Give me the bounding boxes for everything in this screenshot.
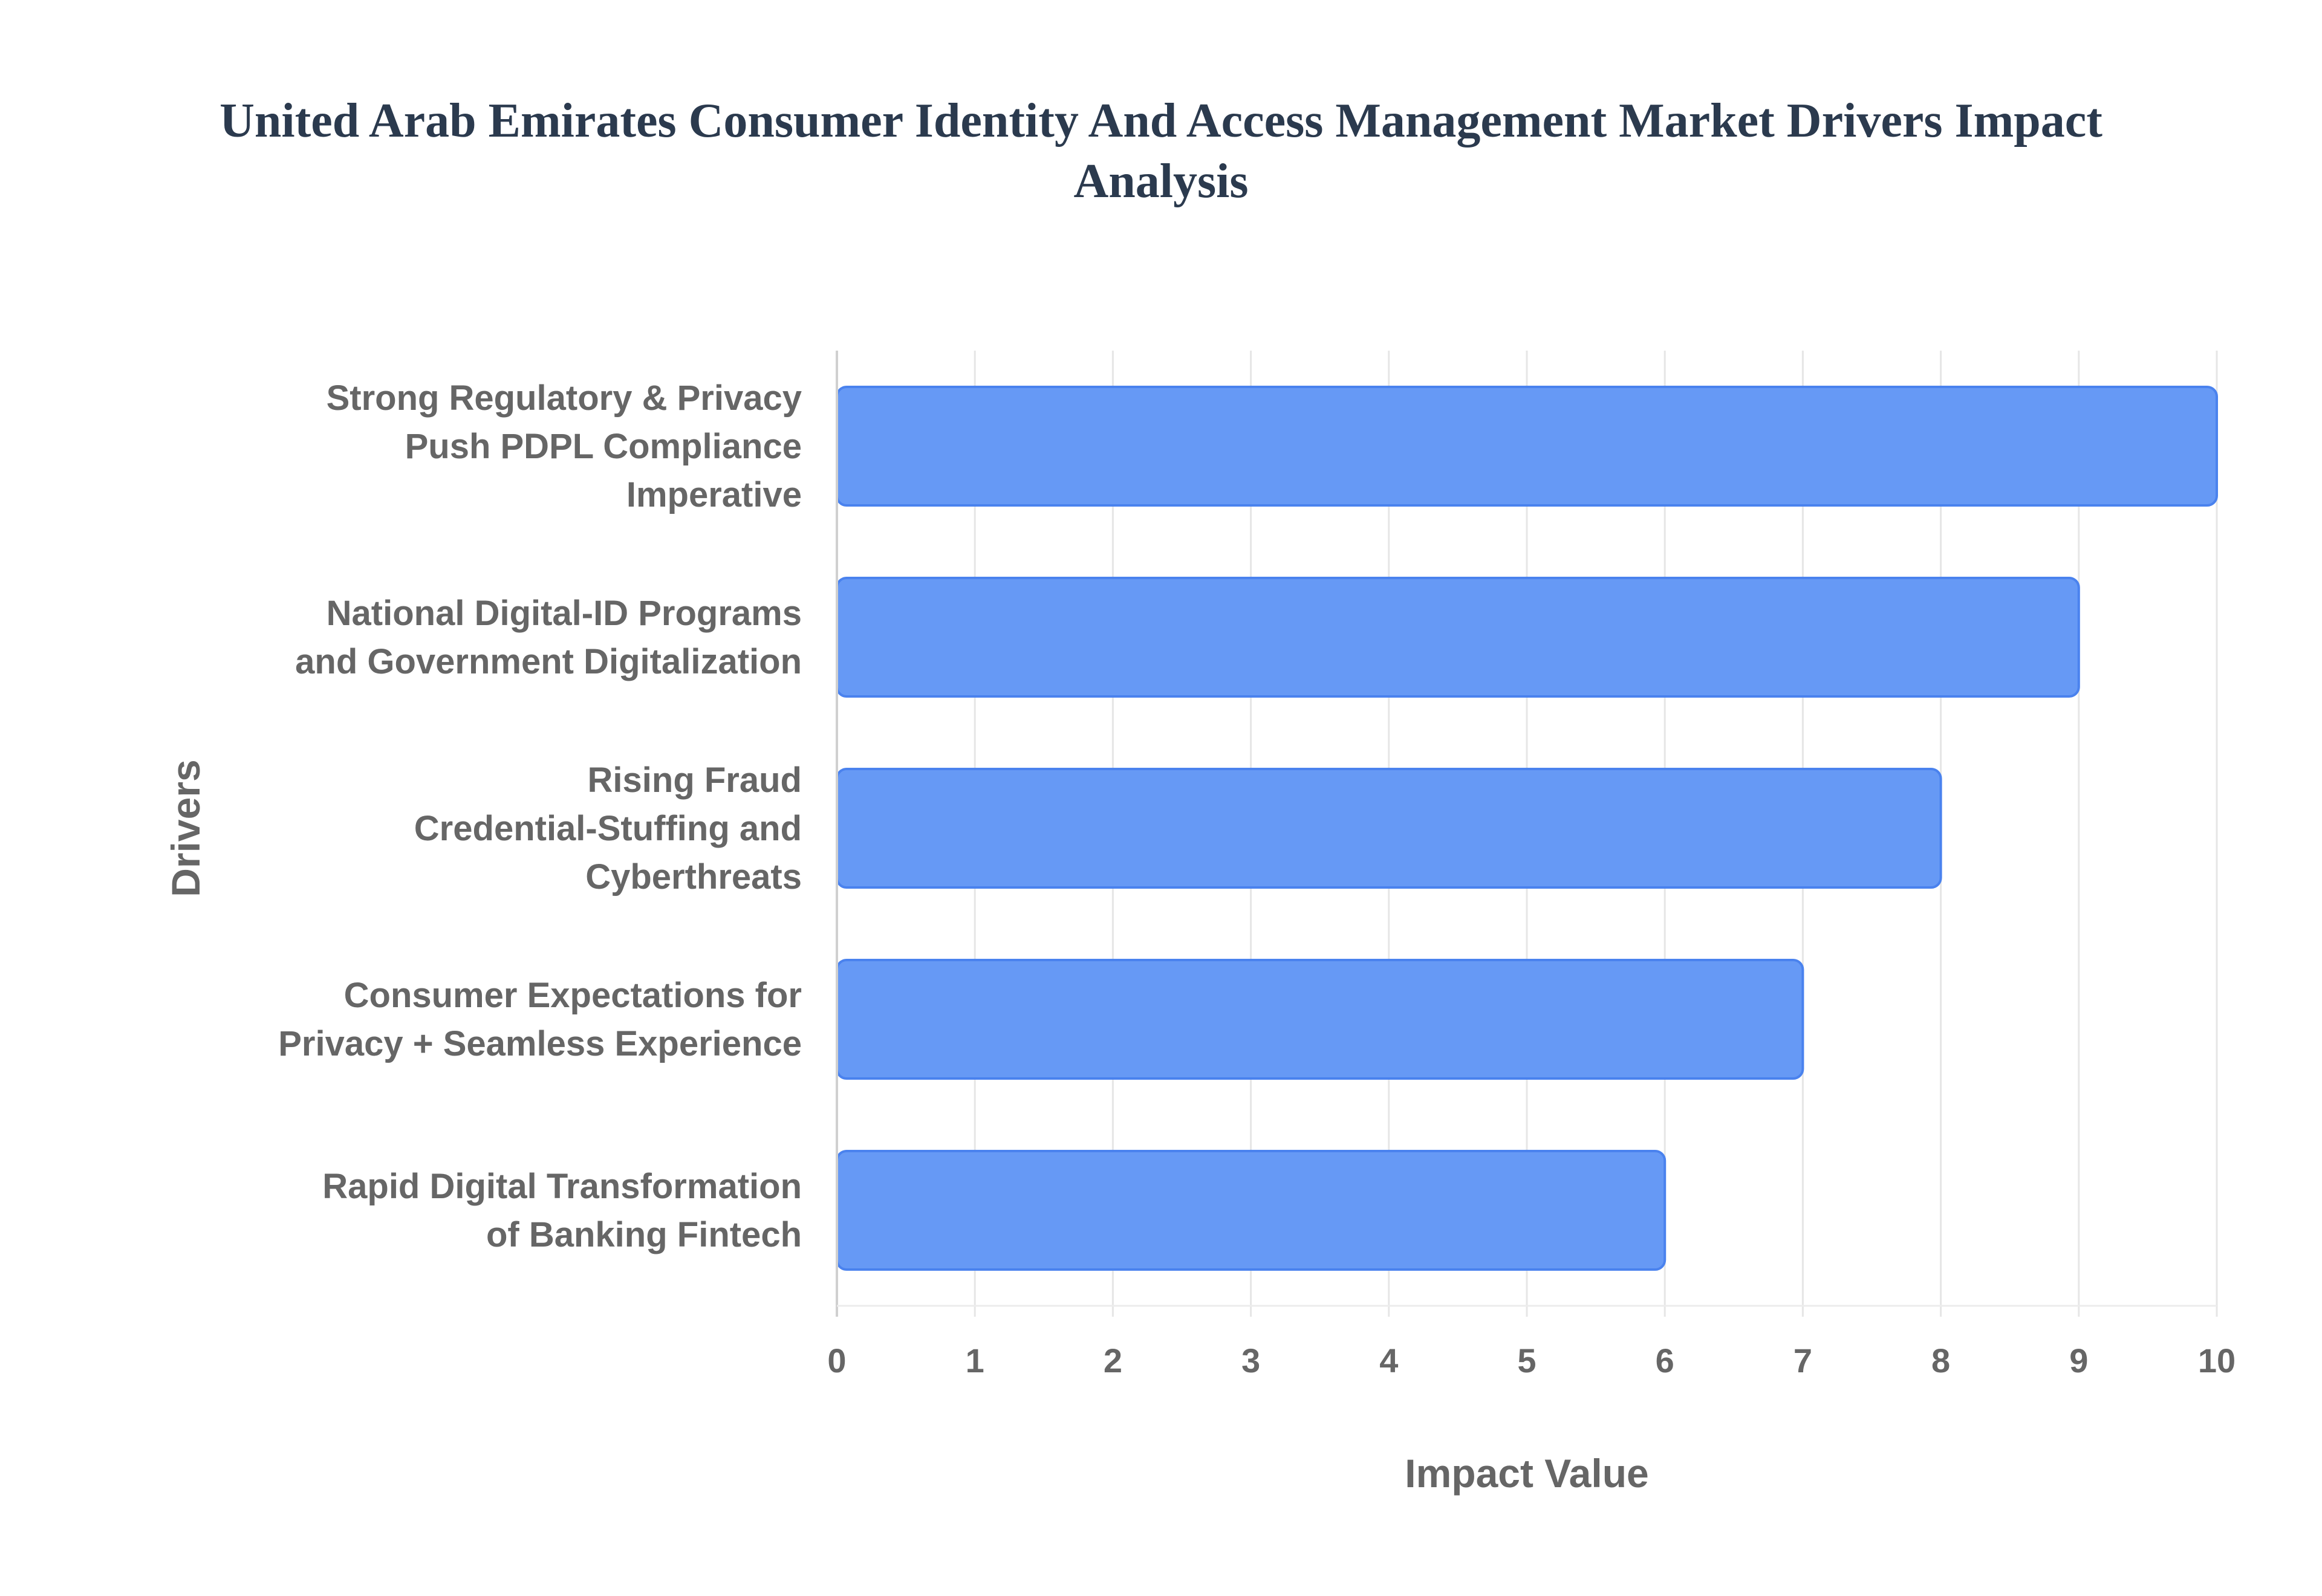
y-category-label-line: Rising Fraud	[588, 761, 802, 800]
bars	[836, 386, 2218, 1271]
chart-title: United Arab Emirates Consumer Identity A…	[145, 91, 2177, 212]
y-category-label: Consumer Expectations for Privacy + Seaml…	[278, 976, 802, 1063]
y-axis-title: Drivers	[163, 759, 208, 897]
x-tick-label: 5	[1517, 1341, 1536, 1380]
axes	[836, 351, 2217, 1317]
chart-title-line-1: United Arab Emirates Consumer Identity A…	[220, 94, 2102, 148]
y-category-label-line: Push PDPL Compliance	[405, 427, 802, 466]
x-tick-label: 7	[1794, 1341, 1812, 1380]
labels: 0 1 2 3 4 5 6 7 8 9 10 Strong Regulatory & Privacy P…	[163, 378, 2236, 1496]
y-category-label-line: Privacy + Seamless Experience	[278, 1024, 802, 1063]
y-category-label-line: Rapid Digital Transformation	[322, 1167, 802, 1206]
x-tick-label: 1	[966, 1341, 984, 1380]
y-category-label-line: Consumer Expectations for	[344, 976, 802, 1015]
y-category-label-line: of Banking Fintech	[486, 1215, 802, 1254]
x-tick-label: 3	[1241, 1341, 1260, 1380]
x-tick-label: 0	[827, 1341, 846, 1380]
bar	[836, 959, 1804, 1080]
x-axis-title: Impact Value	[1405, 1451, 1649, 1496]
x-tick-label: 6	[1656, 1341, 1674, 1380]
y-category-label: National Digital-ID Programs and Governme…	[295, 594, 802, 681]
bar	[836, 1150, 1667, 1271]
y-category-label-line: and Government Digitalization	[295, 642, 802, 681]
y-category-label-line: Strong Regulatory & Privacy	[327, 378, 802, 418]
y-category-label-line: Cyberthreats	[585, 857, 802, 897]
bar	[836, 386, 2218, 507]
x-tick-label: 8	[1931, 1341, 1950, 1380]
x-tick-label: 2	[1104, 1341, 1122, 1380]
y-category-label-line: Imperative	[626, 475, 802, 514]
bar	[836, 577, 2080, 698]
chart-title-line-2: Analysis	[1073, 155, 1249, 208]
y-category-label: Strong Regulatory & Privacy Push PDPL Com…	[327, 378, 802, 514]
x-tick-label: 4	[1379, 1341, 1398, 1380]
bar	[836, 768, 1942, 889]
y-category-label: Rapid Digital Transformation of Banking F…	[322, 1167, 802, 1254]
x-tick-label: 10	[2198, 1341, 2236, 1380]
x-tick-label: 9	[2069, 1341, 2088, 1380]
y-category-label: Rising Fraud Credential-Stuffing and Cyber…	[414, 761, 802, 897]
y-category-label-line: Credential-Stuffing and	[414, 809, 802, 848]
y-category-label-line: National Digital-ID Programs	[327, 594, 802, 633]
